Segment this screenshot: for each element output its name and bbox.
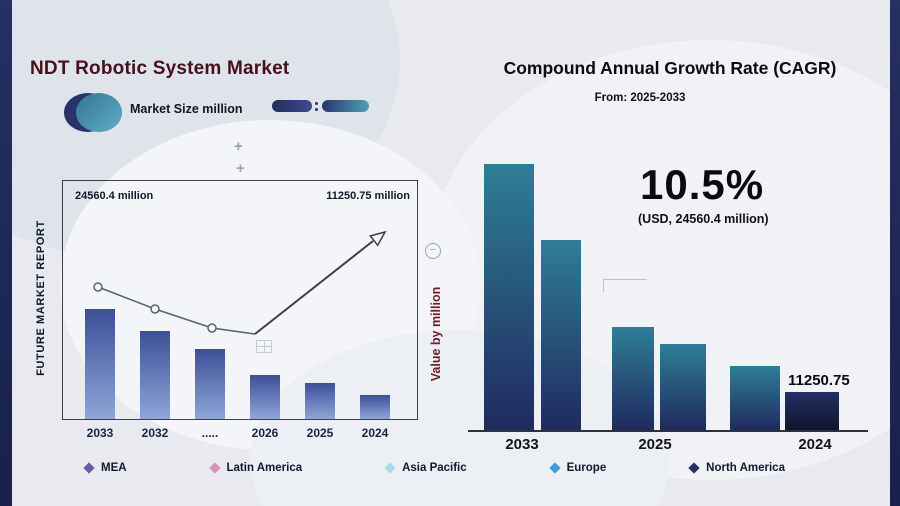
north-america-diamond-icon [688,462,700,474]
right-chart-bar-2033-a [484,164,534,430]
trend-line-arrow [93,230,387,335]
legend-label: MEA [101,462,127,474]
left-x-label: ..... [201,426,219,440]
left-chart-bar-2024 [360,395,390,419]
legend-item-asia-pacific: Asia Pacific [384,462,467,474]
left-x-label: 2024 [361,426,389,440]
cagr-title: Compound Annual Growth Rate (CAGR) [503,58,837,78]
cagr-note: (USD, 24560.4 million) [638,212,769,226]
europe-diamond-icon [548,462,561,474]
future-market-report-label: FUTURE MARKET REPORT [35,220,47,376]
decorative-dot [315,108,318,111]
decorative-dot [315,102,318,105]
left-chart-bar-2032 [140,331,170,419]
right-chart-bar-2025-b [660,344,706,430]
step-decoration [603,279,647,292]
left-chart-bar-mid [195,349,225,419]
circle-minus-icon: − [425,243,441,259]
plus-decoration-icon: + [234,138,243,155]
left-x-label: 2032 [141,426,169,440]
legend: MEA Latin America Asia Pacific Europe No… [83,462,785,474]
cagr-value: 10.5% [640,161,765,208]
market-size-coin-icon [64,93,122,132]
coin-front-shape [76,93,122,132]
legend-label: Latin America [226,462,303,474]
plus-decoration-icon: + [236,160,245,177]
left-x-label: 2025 [306,426,334,440]
left-x-label: 2033 [86,426,114,440]
right-x-label: 2033 [505,436,539,453]
left-x-label: 2026 [251,426,279,440]
right-chart-baseline [468,430,868,432]
right-chart-bar-2025-a [612,327,654,430]
left-chart-annotation-left: 24560.4 million [75,190,154,202]
left-chart-frame [62,180,418,420]
value-by-million-label: Value by million [429,286,443,382]
legend-item-mea: MEA [83,462,127,474]
right-chart-annotation: 11250.75 [788,372,850,389]
legend-item-north-america: North America [688,462,785,474]
legend-label: Asia Pacific [402,462,467,474]
legend-item-latin-america: Latin America [208,462,303,474]
left-chart-bar-2026 [250,375,280,419]
legend-label: North America [706,462,785,474]
right-chart-bar-2024-b [785,392,839,430]
right-x-label: 2025 [638,436,672,453]
grid-decoration-icon [256,340,272,353]
mea-diamond-icon [83,462,95,474]
decorative-pill-gradient [322,100,369,112]
left-edge-bar [0,0,12,506]
legend-item-europe: Europe [548,462,607,474]
asia-pacific-diamond-icon [384,462,396,474]
left-chart-bar-2033 [85,309,115,419]
right-edge-bar [890,0,900,506]
cagr-subtitle: From: 2025-2033 [594,92,686,104]
left-chart-annotation-right: 11250.75 million [326,190,410,202]
right-x-label: 2024 [798,436,832,453]
right-chart-bar-2024-a [730,366,780,430]
decorative-pill-dark [272,100,312,112]
legend-label: Europe [566,462,607,474]
market-size-label: Market Size million [130,102,243,116]
latin-america-diamond-icon [208,462,221,474]
page-title: NDT Robotic System Market [30,58,290,79]
left-chart-bar-2025 [305,383,335,419]
right-chart-bar-2033-b [541,240,581,430]
